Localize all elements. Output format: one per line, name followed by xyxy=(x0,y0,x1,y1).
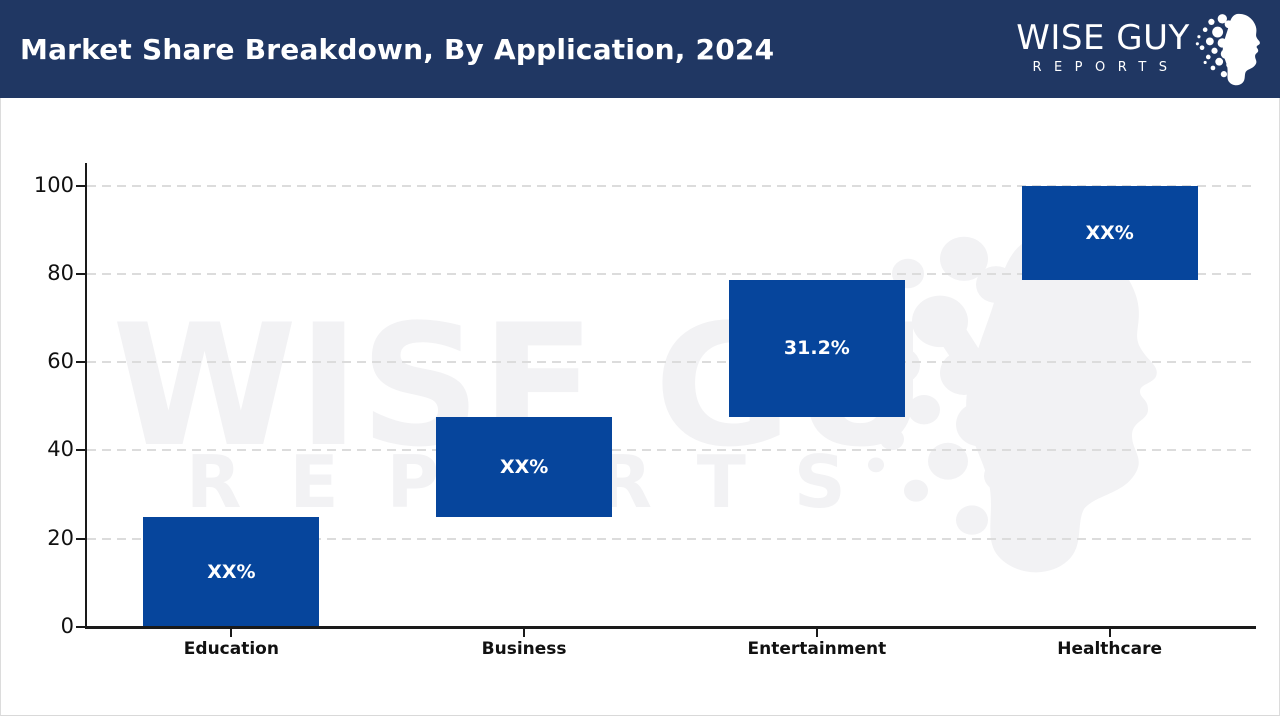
x-tick-education xyxy=(230,629,233,637)
page-title: Market Share Breakdown, By Application, … xyxy=(20,32,775,66)
logo-head-profile-icon xyxy=(1195,13,1260,86)
y-tick-20 xyxy=(76,537,85,540)
x-category-label-entertainment: Entertainment xyxy=(747,639,887,659)
bar-value-label-business: XX% xyxy=(499,455,549,478)
y-gridline-20 xyxy=(87,537,1256,540)
y-tick-label-80: 80 xyxy=(47,260,74,285)
bar-value-label-education: XX% xyxy=(207,560,256,583)
bar-value-label-entertainment: 31.2% xyxy=(783,337,850,360)
y-gridline-100 xyxy=(87,184,1256,187)
y-gridline-40 xyxy=(87,449,1256,452)
y-gridline-80 xyxy=(87,272,1256,275)
y-tick-100 xyxy=(76,184,85,187)
x-axis-line xyxy=(85,626,1256,629)
x-tick-business xyxy=(523,629,526,637)
x-category-label-business: Business xyxy=(481,639,567,659)
y-axis-line xyxy=(85,163,87,629)
y-tick-label-0: 0 xyxy=(60,614,74,638)
y-gridline-60 xyxy=(87,361,1256,364)
x-tick-healthcare xyxy=(1108,629,1111,637)
x-category-label-healthcare: Healthcare xyxy=(1057,639,1162,659)
y-tick-80 xyxy=(76,272,85,275)
wise-guy-reports-logo: WISE GUY REPORTS xyxy=(1014,8,1266,92)
x-category-label-education: Education xyxy=(183,639,279,659)
bar-healthcare[interactable]: XX% xyxy=(1021,185,1198,280)
logo-wordmark: WISE GUY xyxy=(1016,18,1190,58)
logo-subtitle: REPORTS xyxy=(1032,60,1180,76)
bar-education[interactable]: XX% xyxy=(143,516,320,627)
bar-entertainment[interactable]: 31.2% xyxy=(728,279,905,418)
y-tick-label-40: 40 xyxy=(47,437,74,462)
bar-value-label-healthcare: XX% xyxy=(1085,221,1134,244)
bar-business[interactable]: XX% xyxy=(436,417,613,517)
y-tick-label-60: 60 xyxy=(47,349,74,374)
y-tick-40 xyxy=(76,449,85,452)
y-tick-60 xyxy=(76,361,85,364)
y-tick-0 xyxy=(76,626,85,628)
x-tick-entertainment xyxy=(815,629,818,637)
y-tick-label-100: 100 xyxy=(33,172,74,197)
header-bar: Market Share Breakdown, By Application, … xyxy=(0,0,1280,98)
y-tick-label-20: 20 xyxy=(47,525,74,550)
logo-text: WISE GUY REPORTS xyxy=(1014,18,1192,76)
